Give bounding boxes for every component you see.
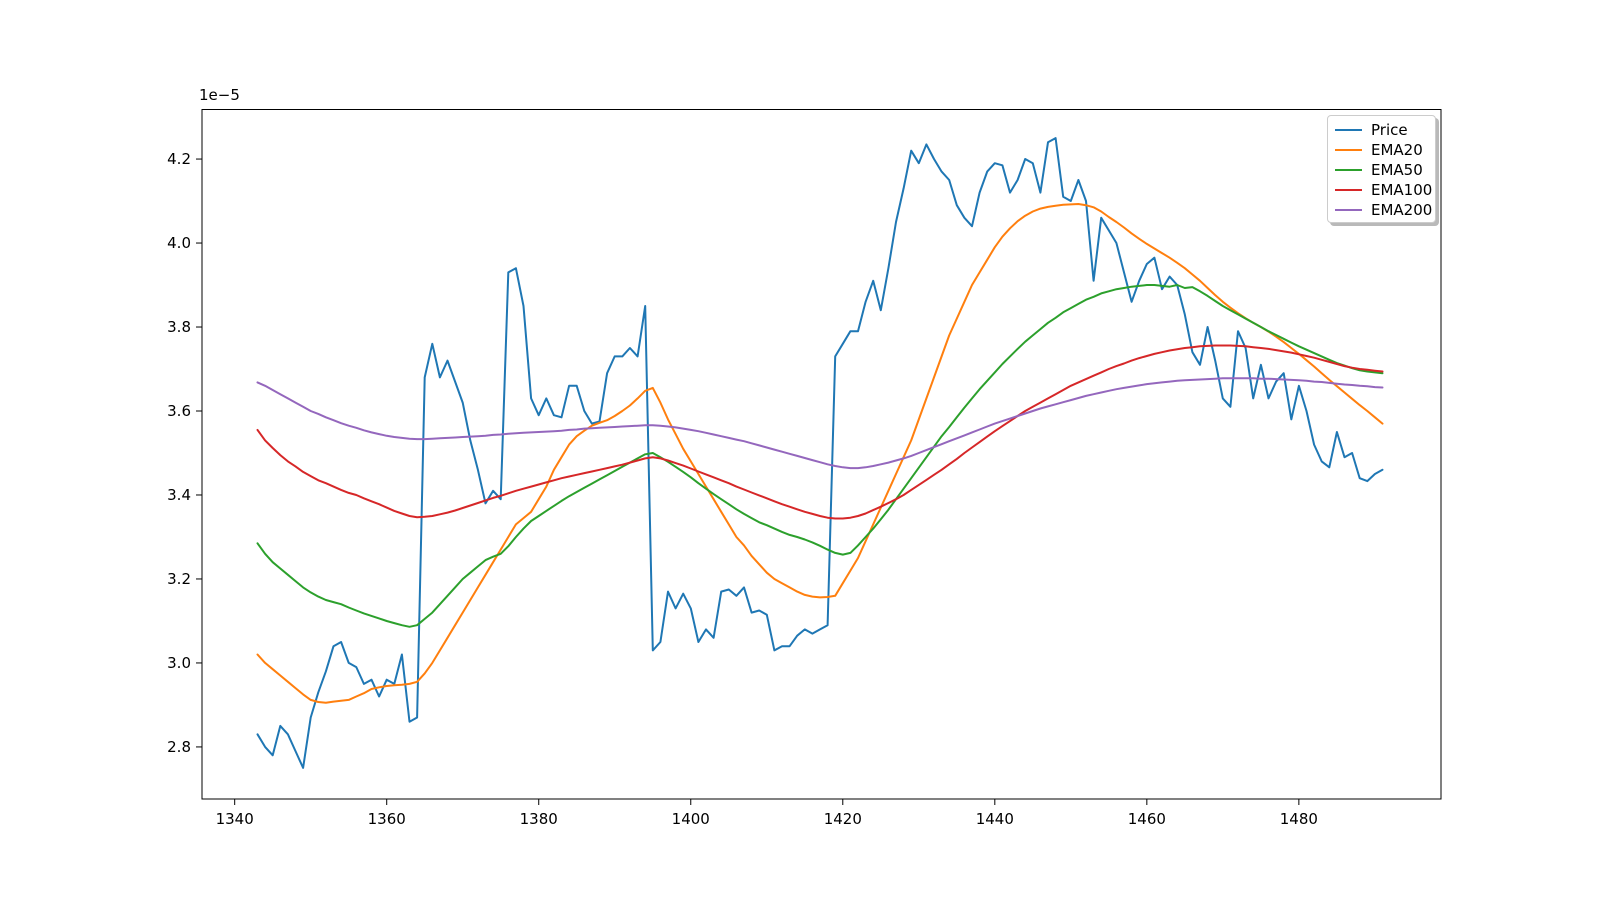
x-tick-label: 1420 <box>824 810 862 828</box>
y-tick-label: 3.0 <box>167 654 191 672</box>
legend-item-ema20: EMA20 <box>1328 140 1435 160</box>
x-tick-label: 1440 <box>976 810 1014 828</box>
legend-item-price: Price <box>1328 120 1435 140</box>
legend: Price EMA20 EMA50 EMA100 EMA200 <box>1327 115 1436 223</box>
price-line-swatch <box>1335 129 1362 131</box>
x-tick-label: 1460 <box>1128 810 1166 828</box>
series-line-ema200 <box>256 377 1384 470</box>
legend-item-ema200: EMA200 <box>1328 200 1435 220</box>
x-tick-label: 1400 <box>672 810 710 828</box>
x-tick-label: 1360 <box>368 810 406 828</box>
legend-label: Price <box>1371 121 1408 139</box>
y-tick-label: 2.8 <box>167 738 191 756</box>
legend-item-ema50: EMA50 <box>1328 160 1435 180</box>
y-tick-label: 3.2 <box>167 570 191 588</box>
x-tick-label: 1340 <box>216 810 254 828</box>
y-tick-label: 3.4 <box>167 486 191 504</box>
legend-label: EMA20 <box>1371 141 1423 159</box>
y-axis-offset-label: 1e−5 <box>199 86 240 104</box>
legend-label: EMA50 <box>1371 161 1423 179</box>
y-tick-label: 4.0 <box>167 234 191 252</box>
series-line-ema20 <box>256 203 1384 704</box>
series-line-ema50 <box>256 284 1384 628</box>
legend-label: EMA100 <box>1371 181 1433 199</box>
y-tick-label: 3.6 <box>167 402 191 420</box>
x-tick-label: 1380 <box>520 810 558 828</box>
x-tick-label: 1480 <box>1280 810 1318 828</box>
legend-label: EMA200 <box>1371 201 1433 219</box>
series-line-price <box>256 137 1384 769</box>
legend-item-ema100: EMA100 <box>1328 180 1435 200</box>
ema100-line-swatch <box>1335 189 1362 191</box>
y-tick-label: 3.8 <box>167 318 191 336</box>
ema20-line-swatch <box>1335 149 1362 151</box>
series-line-ema100 <box>256 344 1384 520</box>
ema200-line-swatch <box>1335 209 1362 211</box>
plot-border <box>201 109 1442 800</box>
y-tick-label: 4.2 <box>167 150 191 168</box>
ema50-line-swatch <box>1335 169 1362 171</box>
